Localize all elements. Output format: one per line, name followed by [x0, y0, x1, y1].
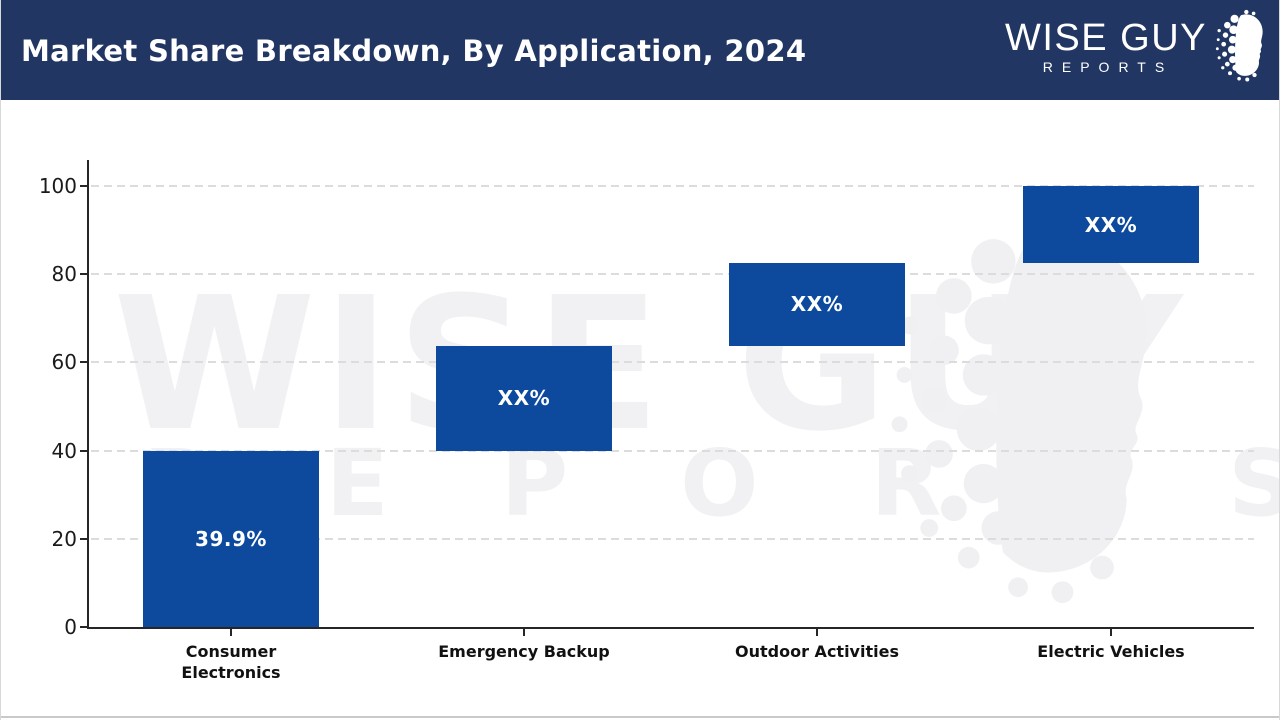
y-gridline-20	[91, 537, 1254, 540]
category-label-electric-vehicles: Electric Vehicles	[1037, 642, 1185, 661]
y-axis-line	[87, 160, 89, 629]
bar-emergency-backup: XX%	[436, 345, 612, 452]
bar-value-label: XX%	[790, 292, 844, 317]
y-gridline-40	[91, 449, 1254, 452]
y-tick-label-40: 40	[51, 438, 77, 463]
category-label-emergency-backup: Emergency Backup	[438, 642, 610, 661]
y-tick-80	[80, 273, 88, 276]
brand-logo: WISE GUY REPORTS	[1005, 8, 1269, 84]
x-tick-outdoor-activities	[816, 629, 818, 636]
y-tick-label-100: 100	[38, 174, 77, 198]
y-tick-60	[80, 361, 88, 364]
bar-value-label: 39.9%	[195, 527, 267, 551]
y-tick-20	[80, 537, 88, 540]
y-tick-40	[80, 449, 88, 452]
x-tick-electric-vehicles	[1110, 629, 1112, 636]
x-tick-consumer-electronics	[230, 629, 232, 636]
x-axis-line	[87, 627, 1254, 629]
header-bar: Market Share Breakdown, By Application, …	[1, 0, 1279, 100]
dotted-head-profile-icon	[1215, 9, 1263, 82]
bar-outdoor-activities: XX%	[729, 263, 905, 346]
category-label-outdoor-activities: Outdoor Activities	[735, 642, 899, 661]
bar-consumer-electronics: 39.9%	[143, 451, 319, 627]
y-tick-label-60: 60	[51, 350, 77, 375]
bar-electric-vehicles: XX%	[1023, 186, 1199, 264]
category-label-consumer-electronics: Consumer Electronics	[181, 642, 281, 682]
brand-subname: REPORTS	[1042, 59, 1174, 75]
y-tick-label-20: 20	[51, 526, 77, 551]
bar-value-label: XX%	[1084, 212, 1138, 237]
brand-name: WISE GUY	[1004, 17, 1207, 59]
x-tick-emergency-backup	[523, 629, 525, 636]
y-tick-label-0: 0	[64, 615, 77, 639]
dotted-head-profile-watermark-icon	[891, 212, 1147, 604]
y-tick-0	[80, 626, 88, 628]
y-tick-label-80: 80	[51, 262, 77, 287]
bar-value-label: XX%	[497, 386, 551, 411]
y-gridline-80	[91, 273, 1254, 276]
page-title: Market Share Breakdown, By Application, …	[21, 34, 807, 68]
footer-divider	[1, 716, 1279, 718]
y-gridline-100	[91, 185, 1254, 187]
y-tick-100	[80, 185, 88, 187]
y-gridline-60	[91, 361, 1254, 364]
